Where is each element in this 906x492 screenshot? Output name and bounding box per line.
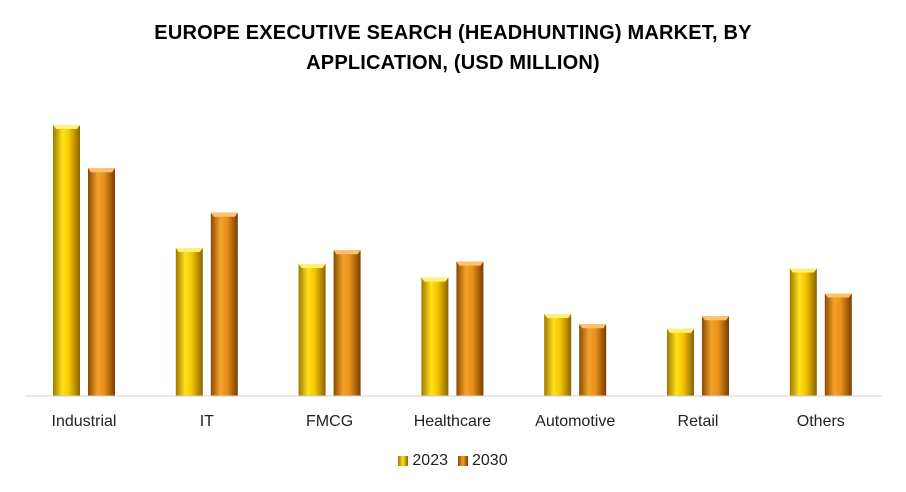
bar-it-2030 <box>210 212 238 396</box>
bar-fmcg-2030 <box>333 250 361 396</box>
category-label-it: IT <box>200 413 214 430</box>
bar-cap-healthcare-2023 <box>421 277 449 282</box>
bar-cap-retail-2023 <box>667 328 694 333</box>
category-label-healthcare: Healthcare <box>414 413 491 430</box>
legend-item-2023: 2023 <box>398 452 448 470</box>
legend-swatch-2023 <box>398 456 409 466</box>
legend: 2023 2030 <box>0 452 906 470</box>
bar-fmcg-2023 <box>298 263 326 396</box>
bar-others-2030 <box>824 293 852 396</box>
bar-others-2023 <box>789 268 817 396</box>
bars-group <box>53 125 852 397</box>
bar-healthcare-2030 <box>456 261 484 396</box>
bar-cap-automotive-2030 <box>579 324 607 329</box>
bar-industrial-2030 <box>88 168 115 396</box>
bar-cap-others-2023 <box>789 268 817 273</box>
legend-label-2030: 2030 <box>472 452 508 469</box>
legend-label-2023: 2023 <box>412 452 448 469</box>
bar-retail-2023 <box>667 328 694 396</box>
category-label-others: Others <box>797 413 845 430</box>
bar-cap-retail-2030 <box>702 316 729 321</box>
bar-cap-it-2030 <box>210 212 238 217</box>
chart-title: EUROPE EXECUTIVE SEARCH (HEADHUNTING) MA… <box>0 18 906 78</box>
bar-cap-automotive-2023 <box>544 314 572 319</box>
bar-cap-industrial-2030 <box>88 168 115 173</box>
bar-cap-fmcg-2030 <box>333 250 361 255</box>
bar-automotive-2023 <box>544 314 572 396</box>
bar-cap-fmcg-2023 <box>298 263 326 268</box>
bar-healthcare-2023 <box>421 277 449 396</box>
category-label-fmcg: FMCG <box>306 413 353 430</box>
category-labels-group: Industrial IT FMCG Healthcare Automotive Reta… <box>52 413 845 430</box>
bar-cap-it-2023 <box>175 248 203 252</box>
bar-automotive-2030 <box>579 324 607 396</box>
chart-title-line-1: EUROPE EXECUTIVE SEARCH (HEADHUNTING) MA… <box>154 22 752 44</box>
bar-industrial-2023 <box>53 125 80 397</box>
category-label-industrial: Industrial <box>52 413 117 430</box>
legend-item-2030: 2030 <box>458 452 508 470</box>
chart-title-line-2: APPLICATION, (USD MILLION) <box>306 52 600 74</box>
category-label-retail: Retail <box>678 413 719 430</box>
legend-swatch-2030 <box>458 456 468 466</box>
bar-cap-others-2030 <box>824 293 852 298</box>
bar-cap-industrial-2023 <box>53 125 80 130</box>
bar-cap-healthcare-2030 <box>456 261 484 266</box>
category-label-automotive: Automotive <box>535 413 615 430</box>
bar-retail-2030 <box>702 316 729 396</box>
bar-it-2023 <box>175 248 203 396</box>
